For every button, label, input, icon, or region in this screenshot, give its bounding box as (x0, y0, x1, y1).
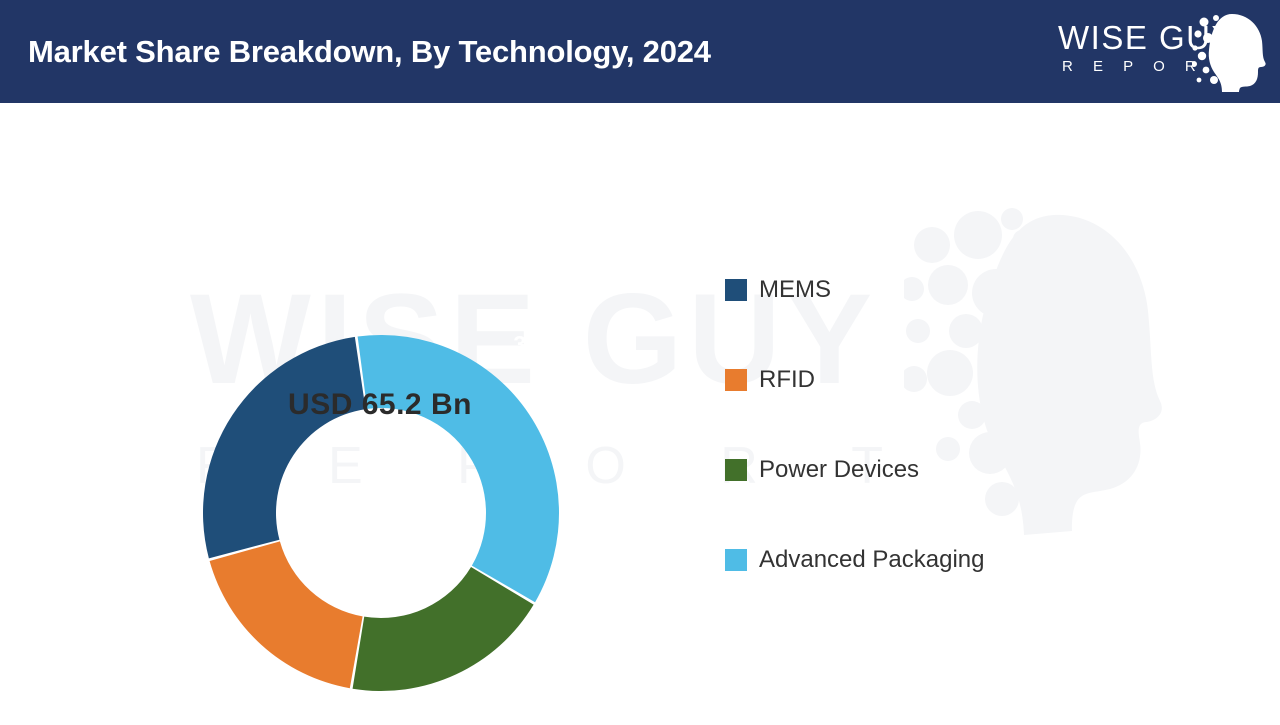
legend-swatch-power-devices (725, 459, 747, 481)
legend-label-advanced-packaging: Advanced Packaging (759, 546, 985, 573)
legend-item-rfid[interactable]: RFID (725, 335, 1145, 425)
donut-slice-advanced-packaging[interactable] (357, 335, 559, 603)
legend-label-mems: MEMS (759, 276, 831, 303)
head-silhouette-dots-icon (1192, 14, 1266, 92)
legend-item-mems[interactable]: MEMS (725, 245, 1145, 335)
donut-slice-rfid[interactable] (209, 541, 363, 689)
legend-label-power-devices: Power Devices (759, 456, 920, 483)
legend-item-power-devices[interactable]: Power Devices (725, 425, 1145, 515)
legend-swatch-advanced-packaging (725, 549, 747, 571)
slice-label-advanced-packaging: 35.7% (513, 331, 578, 357)
legend-swatch-rfid (725, 369, 747, 391)
donut-slice-power-devices[interactable] (352, 567, 534, 691)
brand-logo: WISE GUY R E P O R T S (1024, 8, 1272, 96)
donut-chart: 35.7% XX% XX% XX% (0, 103, 780, 725)
legend-swatch-mems (725, 279, 747, 301)
donut-center-value: USD 65.2 Bn (288, 388, 472, 421)
header-bar: Market Share Breakdown, By Technology, 2… (0, 0, 1280, 103)
slice-label-rfid: XX% (164, 640, 215, 666)
legend-label-rfid: RFID (759, 366, 815, 393)
slice-label-mems: XX% (150, 383, 201, 409)
donut-slice-mems[interactable] (203, 336, 366, 559)
legend-item-advanced-packaging[interactable]: Advanced Packaging (725, 515, 1145, 605)
page-title: Market Share Breakdown, By Technology, 2… (28, 33, 711, 69)
chart-canvas: WISE GUY R E P O R T S 35.7% XX% XX% XX%… (0, 103, 1280, 725)
chart-legend: MEMS RFID Power Devices Advanced Packagi… (725, 245, 1145, 605)
